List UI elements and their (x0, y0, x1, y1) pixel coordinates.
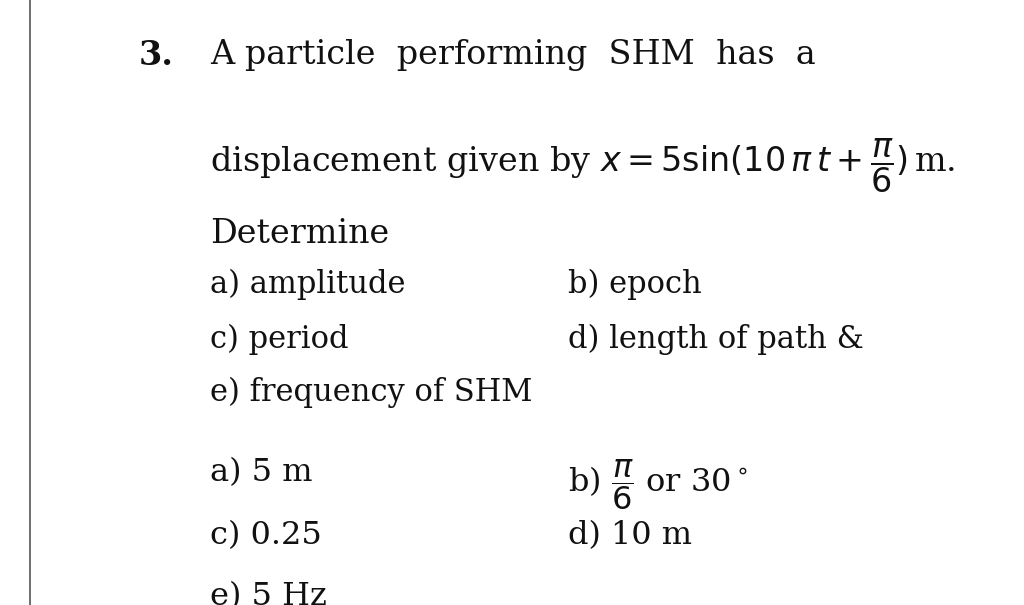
Text: Determine: Determine (210, 218, 389, 250)
Text: e) 5 Hz: e) 5 Hz (210, 581, 327, 605)
Text: c) 0.25: c) 0.25 (210, 520, 322, 551)
Text: A particle  performing  SHM  has  a: A particle performing SHM has a (210, 39, 816, 71)
Text: d) length of path &: d) length of path & (568, 324, 864, 355)
Text: a) 5 m: a) 5 m (210, 457, 312, 488)
Text: d) 10 m: d) 10 m (568, 520, 692, 551)
Text: e) frequency of SHM: e) frequency of SHM (210, 376, 532, 408)
Text: a) amplitude: a) amplitude (210, 269, 406, 301)
Text: 3.: 3. (138, 39, 173, 73)
Text: b) $\dfrac{\pi}{6}$ or 30$^\circ$: b) $\dfrac{\pi}{6}$ or 30$^\circ$ (568, 457, 749, 512)
Text: displacement given by $x = 5\mathrm{sin}(10\,\pi\,t + \dfrac{\pi}{6})\,$m.: displacement given by $x = 5\mathrm{sin}… (210, 136, 955, 195)
Text: b) epoch: b) epoch (568, 269, 702, 301)
Text: c) period: c) period (210, 324, 348, 355)
